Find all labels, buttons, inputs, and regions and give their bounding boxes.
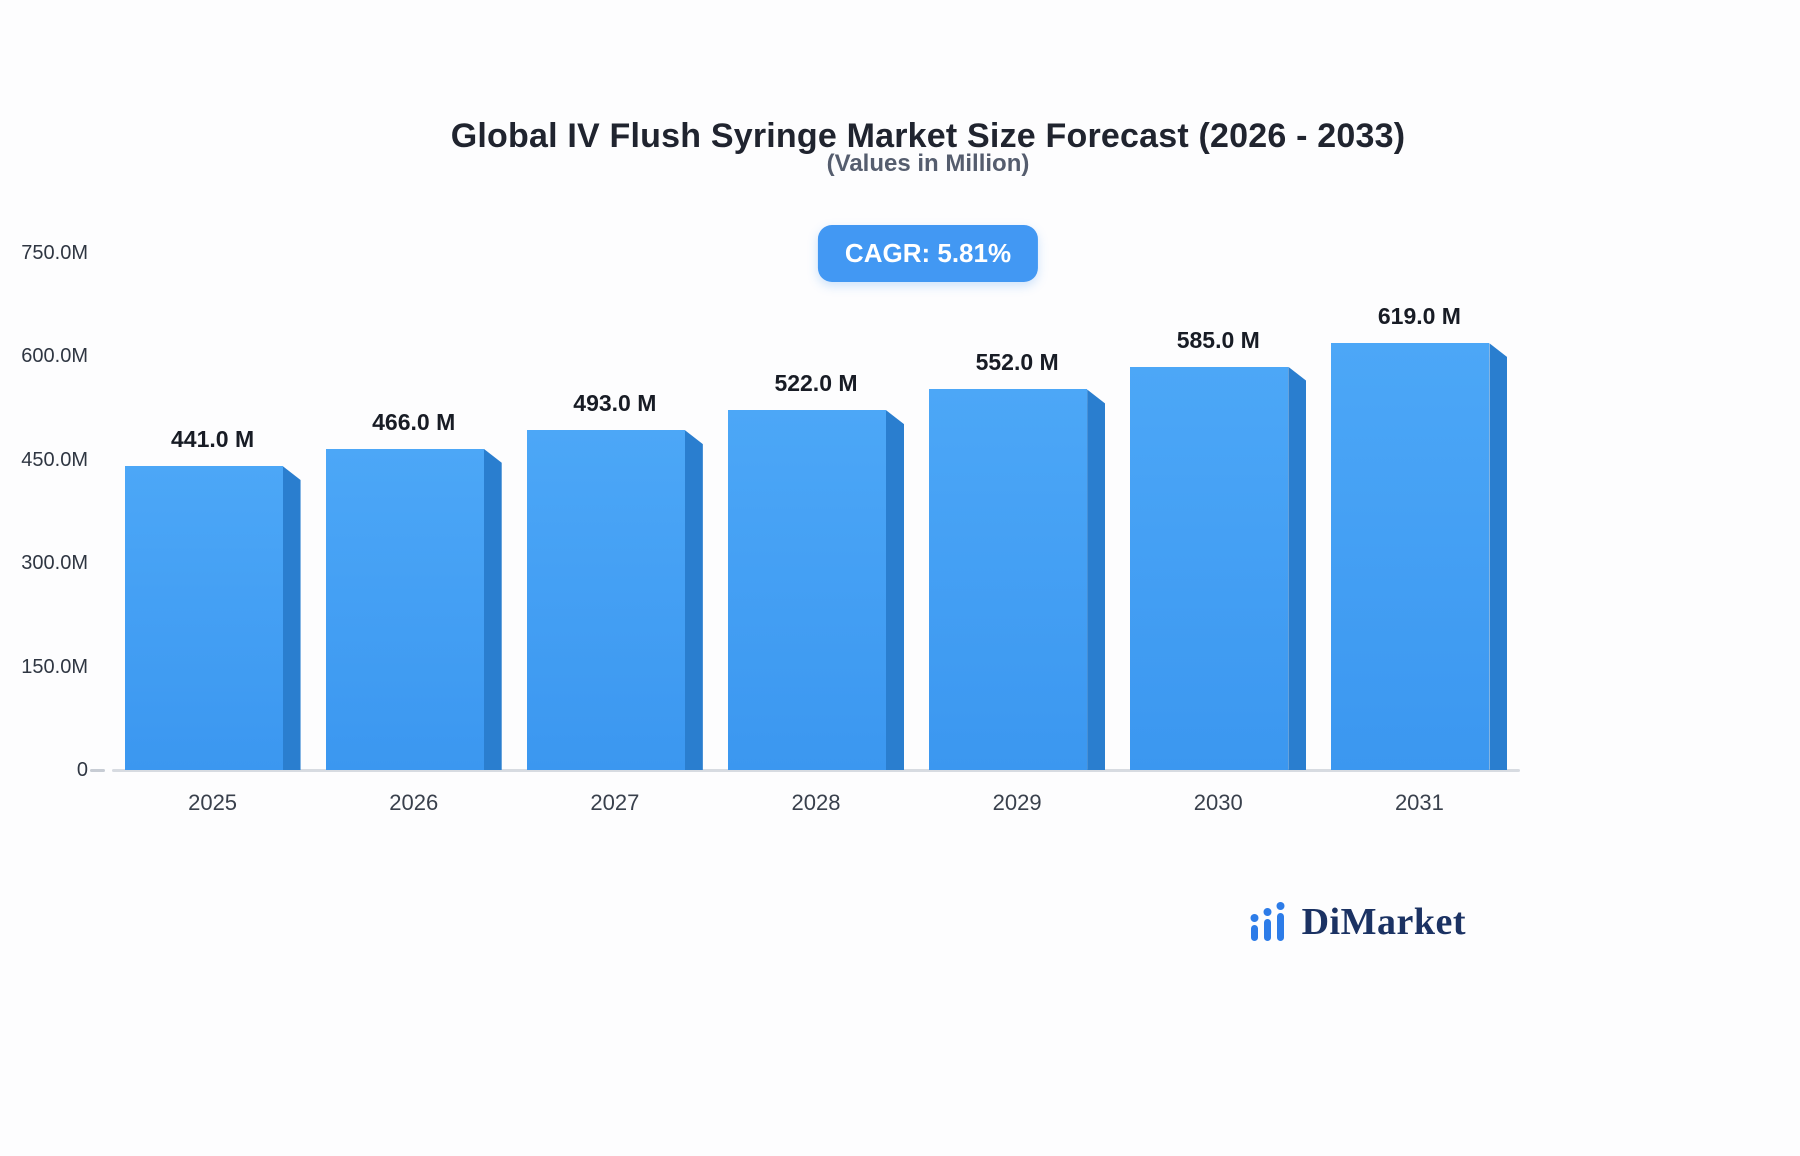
bar-2031	[1331, 343, 1508, 770]
dimarket-logo-text: DiMarket	[1301, 901, 1466, 943]
y-tick-label: 450.0M	[21, 448, 88, 471]
bar-face	[124, 466, 283, 770]
x-axis-label-2026: 2026	[389, 790, 439, 815]
bar-2028	[728, 410, 904, 770]
bar-value-label: 493.0 M	[573, 390, 657, 417]
dimarket-logo: DiMarket	[1248, 900, 1466, 944]
bar-face	[526, 430, 685, 770]
bar-side-shadow	[684, 430, 703, 770]
x-axis-line	[112, 769, 1520, 772]
bar-2029	[929, 389, 1106, 770]
x-axis-label-2030: 2030	[1193, 790, 1243, 815]
bar-face	[1130, 366, 1289, 770]
x-axis-label-2031: 2031	[1394, 790, 1444, 815]
bar-face	[1331, 343, 1490, 770]
bar-2026	[325, 448, 502, 770]
y-tick-label: 150.0M	[21, 655, 88, 678]
y-tick-label: 0	[76, 759, 88, 781]
bar-face	[728, 410, 886, 770]
zero-tick-mark	[90, 769, 105, 772]
bar-2030	[1130, 366, 1307, 770]
bar-chart-dots-icon	[1250, 902, 1285, 941]
bar-face	[929, 389, 1088, 770]
bar-side-shadow	[282, 466, 301, 770]
bar-chart: 750.0M 600.0M 450.0M 300.0M 150.0M 0 441.0 M 4…	[0, 230, 1560, 850]
bar-value-label: 441.0 M	[171, 426, 255, 452]
bar-value-label: 522.0 M	[774, 370, 858, 397]
bar-value-label: 619.0 M	[1377, 303, 1461, 330]
bar-side-shadow	[1087, 389, 1106, 770]
y-tick-label: 750.0M	[21, 242, 88, 264]
bar-side-shadow	[886, 410, 904, 770]
x-axis-label-2028: 2028	[791, 790, 841, 815]
chart-subtitle: (Values in Million)	[826, 150, 1030, 177]
bar-side-shadow	[483, 448, 502, 770]
bar-value-label: 585.0 M	[1176, 326, 1260, 353]
cagr-badge: CAGR: 5.81%	[817, 225, 1039, 282]
bar-value-label: 466.0 M	[372, 408, 456, 435]
bar-side-shadow	[1489, 343, 1508, 770]
x-axis-label-2025: 2025	[188, 790, 238, 815]
x-axis-label-2029: 2029	[992, 790, 1042, 815]
chart-title: Global IV Flush Syringe Market Size Fore…	[450, 116, 1406, 155]
y-tick-label: 600.0M	[21, 345, 88, 368]
bar-value-label: 552.0 M	[975, 349, 1059, 376]
y-tick-label: 300.0M	[21, 552, 88, 575]
x-axis-label-2027: 2027	[590, 790, 640, 815]
bar-side-shadow	[1288, 366, 1307, 770]
bar-face	[325, 448, 484, 770]
bar-2025	[124, 466, 301, 770]
bar-2027	[526, 430, 703, 770]
